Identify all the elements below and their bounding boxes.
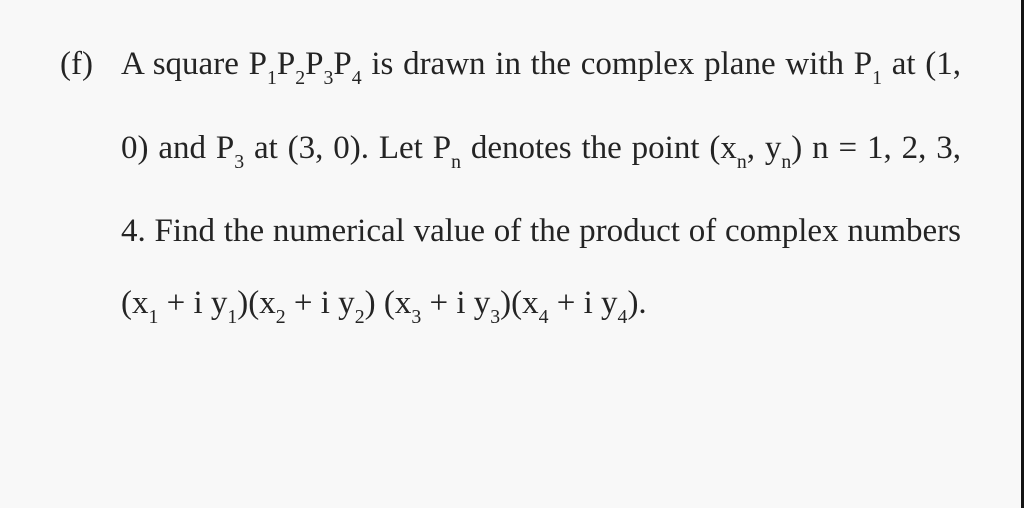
- problem-f: (f) A square P1P2P3P4 is drawn in the co…: [60, 28, 961, 351]
- subscript: 3: [411, 306, 421, 328]
- text: (x: [384, 285, 412, 321]
- subscript: 4: [352, 67, 362, 89]
- subscript: 1: [148, 306, 158, 328]
- text: P: [277, 46, 295, 82]
- subscript: 2: [295, 67, 305, 89]
- text: , y: [747, 130, 782, 166]
- subscript: 1: [267, 67, 277, 89]
- subscript: n: [781, 151, 791, 173]
- text: the numerical value of the product of: [224, 213, 716, 249]
- text: denotes the point (x: [471, 130, 737, 166]
- subscript: n: [737, 151, 747, 173]
- problem-label: (f): [60, 28, 93, 351]
- text: + i y: [549, 285, 618, 321]
- text: is drawn in the complex: [362, 46, 695, 82]
- subscript: 2: [276, 306, 286, 328]
- page: (f) A square P1P2P3P4 is drawn in the co…: [0, 0, 1024, 508]
- text: P: [333, 46, 351, 82]
- subscript: 3: [323, 67, 333, 89]
- text: + i y: [286, 285, 355, 321]
- text: A square P: [121, 46, 267, 82]
- text: P: [305, 46, 323, 82]
- subscript: 1: [872, 67, 882, 89]
- subscript: 3: [234, 151, 244, 173]
- subscript: 3: [490, 306, 500, 328]
- problem-body: A square P1P2P3P4 is drawn in the comple…: [121, 28, 961, 351]
- text: plane with P: [704, 46, 872, 82]
- text: ).: [627, 285, 646, 321]
- subscript: 4: [618, 306, 628, 328]
- text: )(x: [237, 285, 275, 321]
- text: + i y: [158, 285, 227, 321]
- text: )(x: [500, 285, 538, 321]
- subscript: 2: [355, 306, 365, 328]
- subscript: 4: [539, 306, 549, 328]
- subscript: 1: [227, 306, 237, 328]
- text: ): [365, 285, 376, 321]
- text: + i y: [421, 285, 490, 321]
- subscript: n: [451, 151, 461, 173]
- text: at (3, 0). Let P: [244, 130, 451, 166]
